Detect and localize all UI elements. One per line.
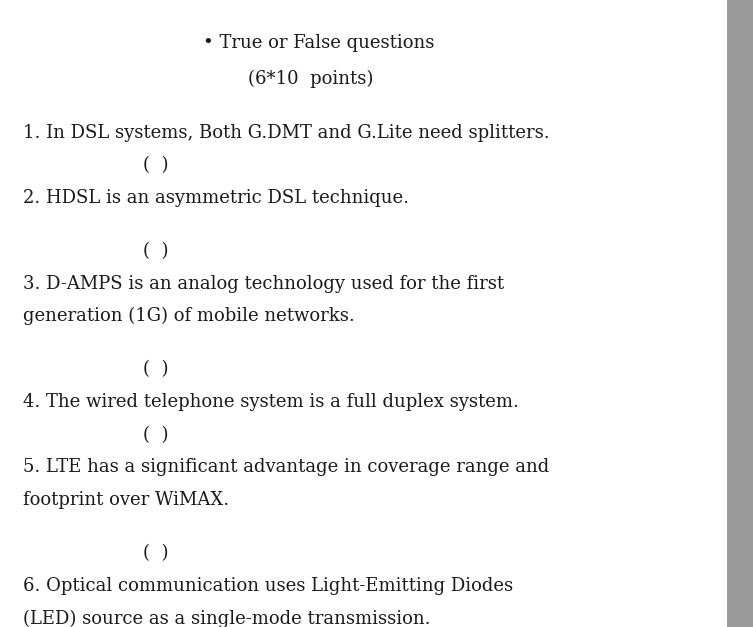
Text: (  ): ( ) — [143, 544, 169, 562]
Text: 1. In DSL systems, Both G.DMT and G.Lite need splitters.: 1. In DSL systems, Both G.DMT and G.Lite… — [23, 124, 549, 142]
Text: footprint over WiMAX.: footprint over WiMAX. — [23, 491, 229, 509]
Text: (LED) source as a single-mode transmission.: (LED) source as a single-mode transmissi… — [23, 609, 430, 627]
Text: (  ): ( ) — [143, 361, 169, 379]
Text: 2. HDSL is an asymmetric DSL technique.: 2. HDSL is an asymmetric DSL technique. — [23, 189, 409, 207]
Text: (  ): ( ) — [143, 156, 169, 174]
Text: • True or False questions: • True or False questions — [203, 34, 434, 53]
Text: 6. Optical communication uses Light-Emitting Diodes: 6. Optical communication uses Light-Emit… — [23, 577, 513, 595]
Text: (  ): ( ) — [143, 242, 169, 260]
Text: 4. The wired telephone system is a full duplex system.: 4. The wired telephone system is a full … — [23, 393, 519, 411]
Text: 5. LTE has a significant advantage in coverage range and: 5. LTE has a significant advantage in co… — [23, 458, 549, 477]
Text: 3. D-AMPS is an analog technology used for the first: 3. D-AMPS is an analog technology used f… — [23, 275, 504, 293]
Text: (  ): ( ) — [143, 426, 169, 444]
Text: generation (1G) of mobile networks.: generation (1G) of mobile networks. — [23, 307, 355, 325]
Text: (6*10  points): (6*10 points) — [248, 70, 374, 88]
